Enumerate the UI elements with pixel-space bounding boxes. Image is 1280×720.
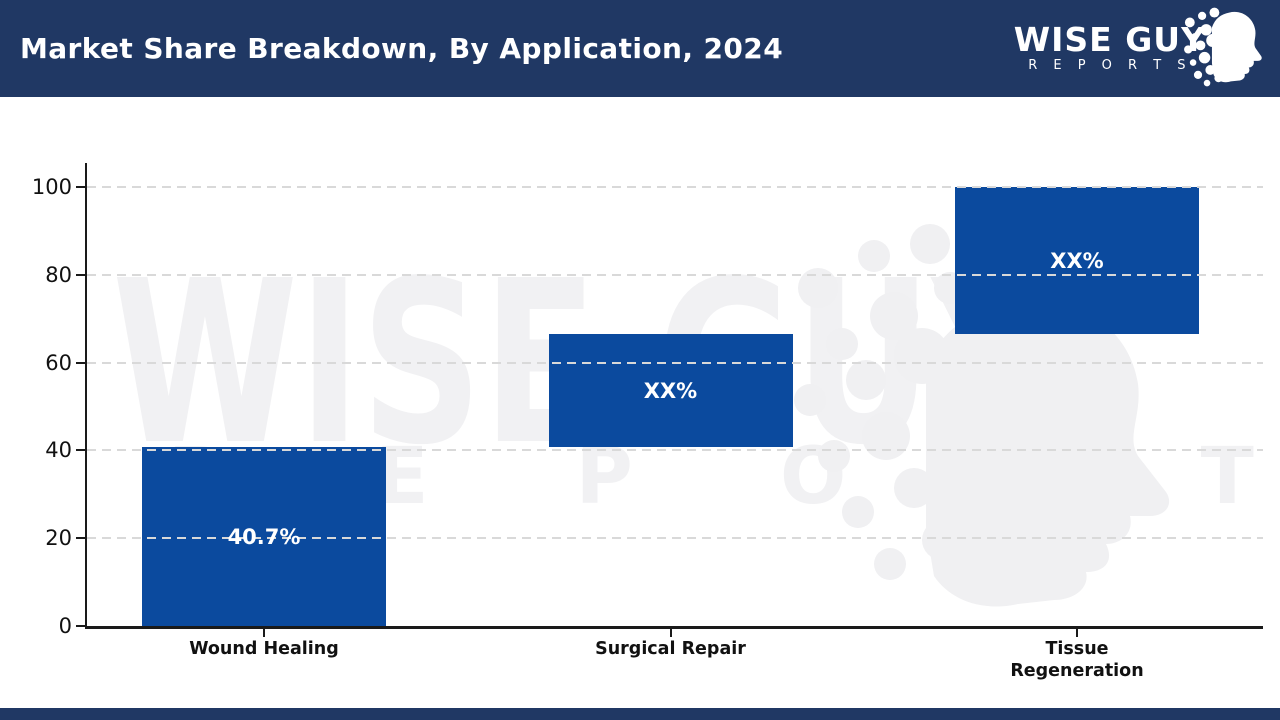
y-tick-100 [76, 186, 85, 188]
gridline-20 [87, 537, 1263, 540]
y-tick-label-80: 80 [45, 262, 72, 287]
chart-title: Market Share Breakdown, By Application, … [20, 32, 784, 65]
y-axis-line [85, 163, 87, 628]
footer-bar [0, 708, 1280, 720]
bar-value-label-1: XX% [643, 378, 698, 403]
bar-value-label-2: XX% [1050, 248, 1104, 273]
y-tick-0 [76, 625, 85, 627]
header-bar: Market Share Breakdown, By Application, … [0, 0, 1280, 97]
y-tick-60 [76, 361, 85, 364]
x-category-label-0: Wound Healing [189, 639, 339, 659]
gridline-100 [87, 186, 1263, 188]
y-tick-label-0: 0 [58, 614, 72, 638]
brand-logo: WISE GUY R E P O R T S [1014, 6, 1266, 88]
gridline-80 [87, 273, 1263, 276]
x-tick-2 [1076, 628, 1078, 637]
brand-name: WISE GUY [1013, 19, 1206, 59]
x-axis-line [85, 626, 1263, 629]
y-tick-label-40: 40 [45, 438, 72, 463]
y-tick-40 [76, 449, 85, 452]
y-tick-label-100: 100 [31, 175, 72, 199]
y-tick-label-60: 60 [45, 350, 72, 375]
x-tick-1 [669, 628, 672, 637]
x-category-label-2: Tissue Regeneration [1010, 639, 1144, 681]
x-tick-0 [263, 628, 265, 637]
bar-value-label-0: 40.7% [227, 524, 301, 549]
y-tick-80 [76, 273, 85, 276]
brand-logo-text: WISE GUY R E P O R T S [1013, 19, 1206, 74]
y-tick-label-20: 20 [45, 526, 72, 551]
head-profile-icon [1184, 7, 1262, 87]
x-category-label-1: Surgical Repair [595, 639, 746, 659]
gridline-40 [87, 449, 1263, 452]
brand-subname: R E P O R T S [1028, 58, 1192, 74]
gridline-60 [87, 361, 1263, 364]
bar-0 [142, 447, 386, 626]
bar-1 [548, 334, 793, 448]
y-tick-20 [76, 537, 85, 540]
